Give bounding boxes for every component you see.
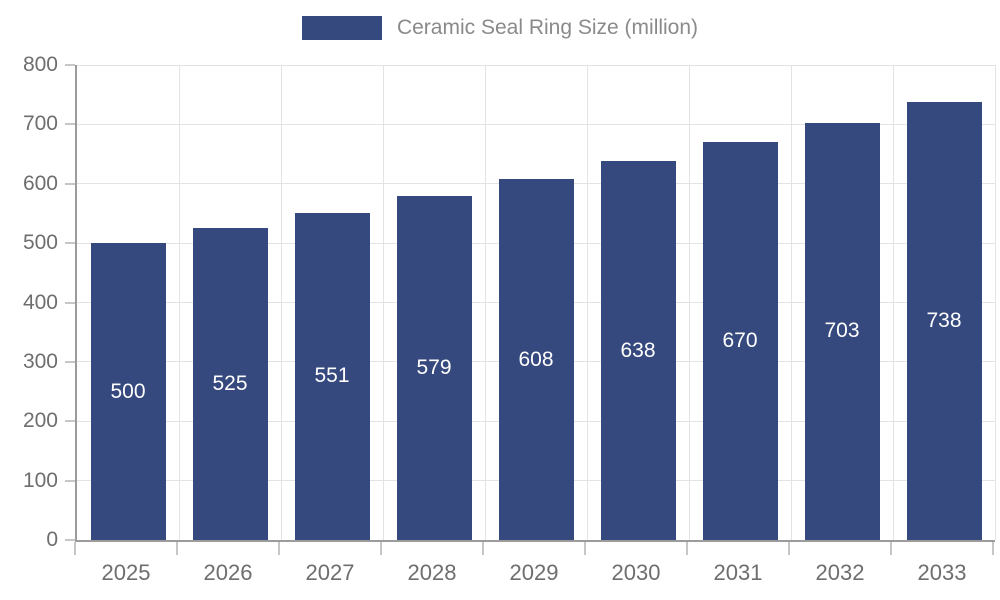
- bar-2027[interactable]: 551: [294, 212, 370, 540]
- y-axis-tick: [65, 242, 75, 245]
- x-axis-tick: [686, 542, 688, 555]
- x-axis-tick-label: 2033: [917, 560, 967, 585]
- bar-value-label: 579: [416, 356, 452, 380]
- y-axis-tick: [65, 64, 75, 66]
- y-axis-tick-label: 100: [22, 468, 58, 492]
- x-axis-tick-label: 2030: [611, 560, 661, 585]
- h-gridline: [77, 123, 995, 125]
- v-gridline: [280, 65, 282, 540]
- v-gridline: [994, 65, 996, 540]
- legend[interactable]: Ceramic Seal Ring Size (million): [0, 16, 1000, 40]
- y-axis-tick-label: 200: [22, 409, 58, 433]
- x-axis-tick-label: 2028: [407, 560, 457, 585]
- x-axis-tick: [992, 542, 994, 555]
- legend-label[interactable]: Ceramic Seal Ring Size (million): [396, 16, 699, 39]
- x-axis-tick: [176, 542, 178, 555]
- v-gridline: [178, 65, 180, 540]
- v-gridline: [790, 65, 792, 540]
- bar-value-label: 525: [212, 372, 248, 396]
- v-gridline: [688, 65, 690, 540]
- bar-2033[interactable]: 738: [906, 101, 982, 540]
- y-axis-tick: [65, 182, 75, 185]
- bar-2028[interactable]: 579: [396, 196, 472, 540]
- x-axis-tick-label: 2029: [509, 560, 559, 585]
- bar-value-label: 500: [110, 379, 146, 403]
- x-axis-tick: [890, 542, 892, 555]
- v-gridline: [382, 65, 384, 540]
- x-axis-tick-label: 2031: [713, 560, 763, 585]
- bar-value-label: 551: [314, 364, 350, 388]
- y-axis-tick: [65, 360, 75, 363]
- y-axis-tick: [65, 123, 75, 126]
- v-gridline: [484, 65, 486, 540]
- x-axis-tick: [482, 542, 484, 555]
- y-axis-tick-label: 800: [22, 53, 58, 76]
- bar-2029[interactable]: 608: [498, 179, 574, 540]
- bar-value-label: 608: [518, 347, 554, 371]
- y-axis-tick: [65, 301, 75, 304]
- y-axis-tick-label: 400: [22, 290, 58, 314]
- y-axis-tick: [65, 479, 75, 482]
- x-axis-tick: [584, 542, 586, 555]
- y-axis-tick-label: 500: [22, 231, 58, 255]
- y-axis-tick-label: 700: [22, 112, 58, 136]
- bar-value-label: 703: [824, 319, 860, 343]
- legend-swatch[interactable]: [301, 16, 382, 40]
- h-gridline: [77, 64, 995, 66]
- bar-value-label: 638: [620, 338, 656, 362]
- bar-2026[interactable]: 525: [192, 228, 268, 540]
- y-axis-tick-label: 300: [22, 349, 58, 373]
- x-axis-tick-label: 2027: [305, 560, 355, 585]
- plot-area: 500 525 551 579 608 638 670 703 738: [75, 64, 996, 542]
- y-axis-tick-label: 0: [46, 528, 58, 551]
- x-axis-tick: [278, 542, 280, 555]
- v-gridline: [892, 65, 894, 540]
- y-axis-tick: [65, 539, 75, 541]
- y-axis-tick: [65, 420, 75, 423]
- x-axis-tick-label: 2026: [203, 560, 253, 585]
- bar-2025[interactable]: 500: [90, 243, 166, 540]
- bar-value-label: 670: [722, 329, 758, 353]
- v-gridline: [586, 65, 588, 540]
- bar-2031[interactable]: 670: [702, 142, 778, 540]
- bar-2032[interactable]: 703: [804, 122, 880, 540]
- bar-value-label: 738: [926, 308, 962, 332]
- x-axis-tick: [74, 542, 76, 555]
- x-axis-tick: [380, 542, 382, 555]
- y-axis-tick-label: 600: [22, 171, 58, 195]
- x-axis-tick-label: 2025: [101, 560, 151, 585]
- x-axis-tick-label: 2032: [815, 560, 865, 585]
- bar-2030[interactable]: 638: [600, 161, 676, 540]
- x-axis-tick: [788, 542, 790, 555]
